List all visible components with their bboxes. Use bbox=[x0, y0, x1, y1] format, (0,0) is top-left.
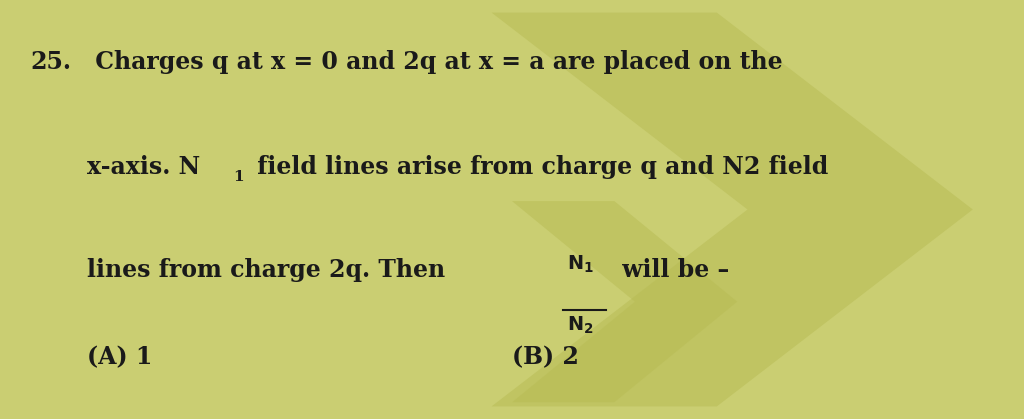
Text: (A) 1: (A) 1 bbox=[87, 346, 153, 370]
Text: 25.: 25. bbox=[31, 50, 72, 74]
Text: (B) 2: (B) 2 bbox=[512, 346, 579, 370]
Text: x-axis. N: x-axis. N bbox=[87, 155, 201, 179]
Text: lines from charge 2q. Then: lines from charge 2q. Then bbox=[87, 258, 454, 282]
Text: $\mathbf{N_1}$: $\mathbf{N_1}$ bbox=[567, 253, 594, 275]
Text: Charges q at x = 0 and 2q at x = a are placed on the: Charges q at x = 0 and 2q at x = a are p… bbox=[87, 50, 782, 74]
Text: will be –: will be – bbox=[614, 258, 729, 282]
Polygon shape bbox=[512, 201, 737, 402]
Text: 1: 1 bbox=[233, 170, 244, 184]
Polygon shape bbox=[492, 13, 973, 406]
Text: $\mathbf{N_2}$: $\mathbf{N_2}$ bbox=[567, 314, 594, 336]
Text: field lines arise from charge q and N2 field: field lines arise from charge q and N2 f… bbox=[249, 155, 828, 179]
